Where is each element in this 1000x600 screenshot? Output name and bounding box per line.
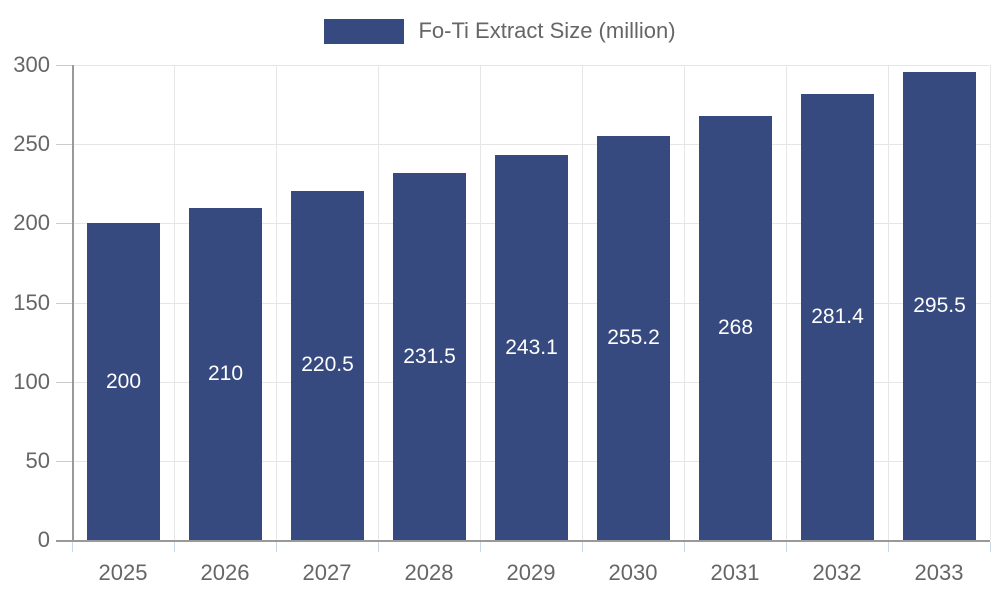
x-axis-tick-label: 2030 — [608, 560, 658, 585]
bar-value-label: 210 — [207, 362, 244, 385]
x-axis-tick-label: 2032 — [812, 560, 862, 585]
y-axis-tick-label: 300 — [13, 52, 50, 77]
bar[interactable] — [699, 116, 772, 540]
bar-value-label: 281.4 — [811, 305, 864, 328]
y-axis-tick-label: 100 — [13, 369, 50, 394]
legend-swatch — [324, 18, 405, 44]
y-axis-tick — [56, 144, 72, 145]
bar[interactable] — [597, 136, 670, 540]
x-axis-line — [56, 540, 990, 542]
x-axis-tick — [276, 542, 277, 552]
y-axis-tick — [56, 303, 72, 304]
x-axis-tick — [684, 542, 685, 552]
y-axis-tick — [56, 65, 72, 66]
x-axis-tick — [72, 542, 73, 552]
x-axis-tick — [582, 542, 583, 552]
legend-item[interactable]: Fo-Ti Extract Size (million) — [324, 18, 676, 44]
x-gridline — [990, 65, 991, 540]
bar[interactable] — [87, 223, 160, 540]
x-gridline — [276, 65, 277, 540]
y-axis-tick-label: 0 — [37, 527, 50, 552]
bar[interactable] — [495, 155, 568, 540]
y-gridline — [72, 144, 990, 145]
legend: Fo-Ti Extract Size (million) — [0, 18, 1000, 44]
bar-value-label: 231.5 — [403, 345, 456, 368]
bar-value-label: 255.2 — [607, 326, 660, 349]
bar[interactable] — [801, 94, 874, 540]
y-axis-tick — [56, 461, 72, 462]
y-axis-tick-label: 200 — [13, 210, 50, 235]
x-axis-tick — [174, 542, 175, 552]
bar-value-label: 295.5 — [913, 294, 966, 317]
y-axis-tick-label: 50 — [25, 448, 50, 473]
x-axis-tick-label: 2028 — [404, 560, 454, 585]
y-axis-tick-label: 250 — [13, 131, 50, 156]
x-axis-tick-label: 2031 — [710, 560, 760, 585]
y-axis-tick-label: 150 — [13, 290, 50, 315]
bar[interactable] — [291, 191, 364, 540]
x-gridline — [582, 65, 583, 540]
x-axis-tick — [990, 542, 991, 552]
x-gridline — [378, 65, 379, 540]
y-gridline — [72, 65, 990, 66]
x-gridline — [786, 65, 787, 540]
x-gridline — [684, 65, 685, 540]
x-gridline — [480, 65, 481, 540]
bar-value-label: 268 — [717, 316, 754, 339]
y-axis-line — [72, 65, 74, 542]
bar-value-label: 220.5 — [301, 353, 354, 376]
x-axis-tick — [888, 542, 889, 552]
bar-value-label: 200 — [105, 370, 142, 393]
bar-value-label: 243.1 — [505, 336, 558, 359]
x-gridline — [888, 65, 889, 540]
x-axis-tick — [378, 542, 379, 552]
y-axis-tick — [56, 382, 72, 383]
y-axis-tick — [56, 223, 72, 224]
bar[interactable] — [393, 173, 466, 540]
x-axis-tick-label: 2027 — [302, 560, 352, 585]
x-axis-tick — [786, 542, 787, 552]
x-gridline — [174, 65, 175, 540]
bar[interactable] — [189, 208, 262, 541]
x-axis-tick-label: 2029 — [506, 560, 556, 585]
x-axis-tick-label: 2025 — [98, 560, 148, 585]
bar[interactable] — [903, 72, 976, 540]
x-axis-tick — [480, 542, 481, 552]
legend-label: Fo-Ti Extract Size (million) — [418, 18, 676, 43]
x-axis-tick-label: 2033 — [914, 560, 964, 585]
x-axis-tick-label: 2026 — [200, 560, 250, 585]
